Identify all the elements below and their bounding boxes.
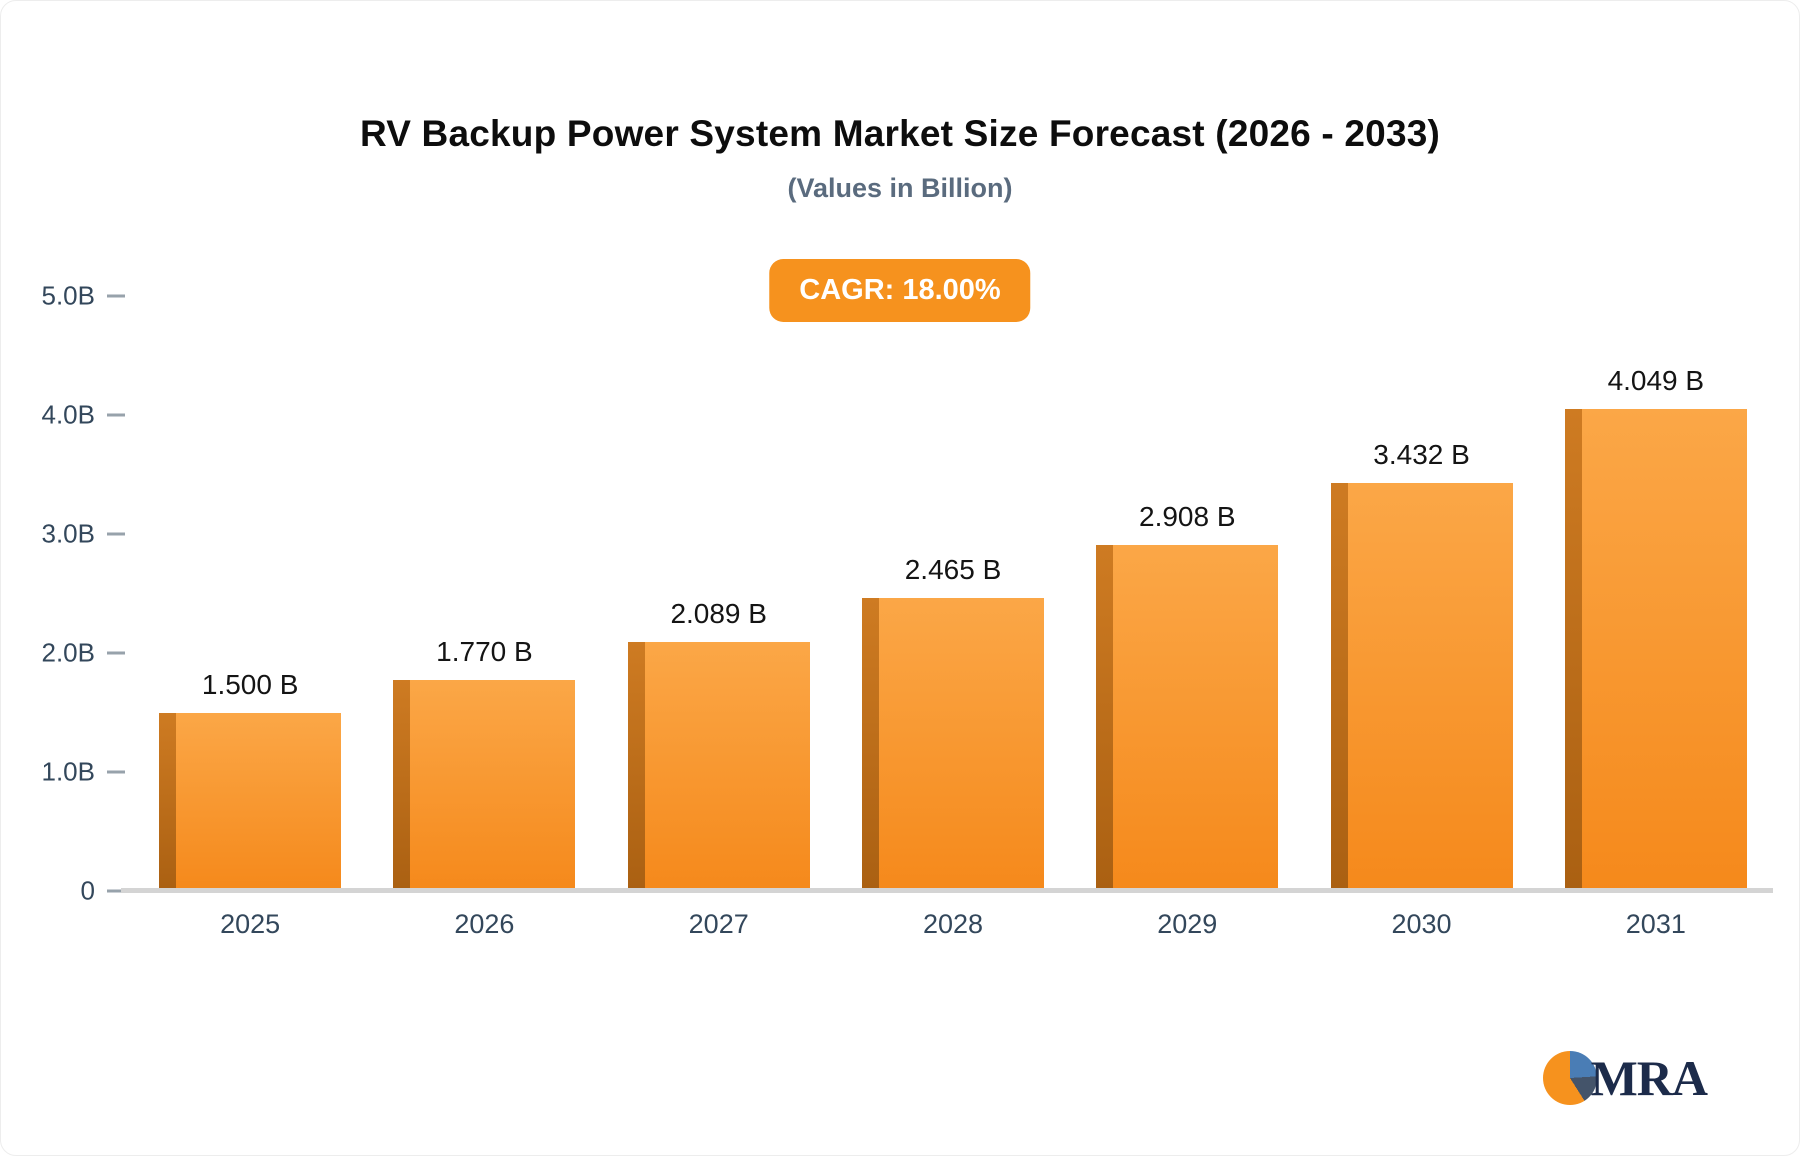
y-tick-label: 5.0B [41, 280, 96, 311]
logo-pie-icon [1542, 1051, 1597, 1105]
y-tick-mark [107, 532, 125, 536]
bar-value-label: 4.049 B [1607, 365, 1705, 397]
chart-title: RV Backup Power System Market Size Forec… [359, 113, 1441, 154]
x-axis-label: 2027 [688, 909, 749, 939]
bar [627, 642, 810, 891]
x-axis-label: 2029 [1157, 909, 1218, 939]
x-axis-label: 2031 [1625, 909, 1686, 939]
x-axis-line [121, 888, 1773, 893]
bar-value-label: 2.908 B [1139, 500, 1236, 532]
bar-value-label: 2.089 B [670, 598, 767, 630]
y-tick: 4.0B [33, 400, 125, 431]
bar [393, 680, 576, 891]
y-tick-mark [107, 294, 125, 298]
y-tick-mark [107, 889, 125, 893]
bar-value-label: 2.465 B [904, 553, 1002, 585]
logo: MRA [1542, 1049, 1708, 1107]
bar-slot: 1.500 B [133, 296, 367, 891]
bar [1564, 409, 1747, 891]
y-tick-mark [107, 770, 125, 774]
y-tick: 2.0B [33, 638, 125, 669]
bar [861, 597, 1044, 892]
x-axis-label: 2028 [922, 909, 984, 939]
y-tick-mark [107, 651, 125, 655]
y-tick-label: 2.0B [41, 637, 96, 668]
bar-slot: 2.908 B [1070, 296, 1304, 892]
bar [1330, 482, 1513, 892]
bar-slot: 2.465 B [836, 296, 1070, 892]
plot-area: 5.0B 4.0B 3.0B 2.0B 1.0B 0 1.500 B 1.770 B 2.08… [42, 281, 1773, 939]
y-axis: 5.0B 4.0B 3.0B 2.0B 1.0B 0 [3, 281, 133, 906]
bar-slot: 4.049 B [1539, 296, 1773, 891]
bar-slot: 3.432 B [1304, 296, 1538, 892]
bar-slot: 2.089 B [602, 296, 836, 891]
x-axis: 2025 2026 2027 2028 2029 2030 2031 [133, 909, 1773, 940]
x-axis-label: 2030 [1391, 909, 1452, 939]
y-tick: 0 [33, 876, 125, 907]
y-tick: 5.0B [33, 281, 125, 312]
y-tick-label: 3.0B [41, 518, 96, 549]
chart-subtitle: (Values in Billion) [787, 173, 1013, 203]
bar-value-label: 1.500 B [201, 668, 299, 700]
bar-slot: 1.770 B [367, 296, 601, 891]
bar [159, 712, 342, 891]
x-axis-label: 2026 [454, 909, 515, 939]
y-tick: 1.0B [33, 757, 125, 788]
cagr-badge: CAGR: 18.00% [769, 259, 1031, 322]
bars-container: 1.500 B 1.770 B 2.089 B 2.465 B 2.908 B 3.432… [133, 296, 1773, 892]
x-axis-label: 2025 [220, 909, 281, 939]
bar [1096, 544, 1279, 892]
bar-value-label: 3.432 B [1373, 438, 1470, 470]
y-tick: 3.0B [33, 519, 125, 550]
bar-value-label: 1.770 B [436, 636, 533, 668]
y-tick-label: 4.0B [41, 399, 96, 430]
y-tick-mark [107, 413, 125, 417]
y-tick-label: 1.0B [41, 756, 96, 787]
y-tick-label: 0 [80, 875, 95, 906]
logo-text: MRA [1590, 1050, 1708, 1106]
